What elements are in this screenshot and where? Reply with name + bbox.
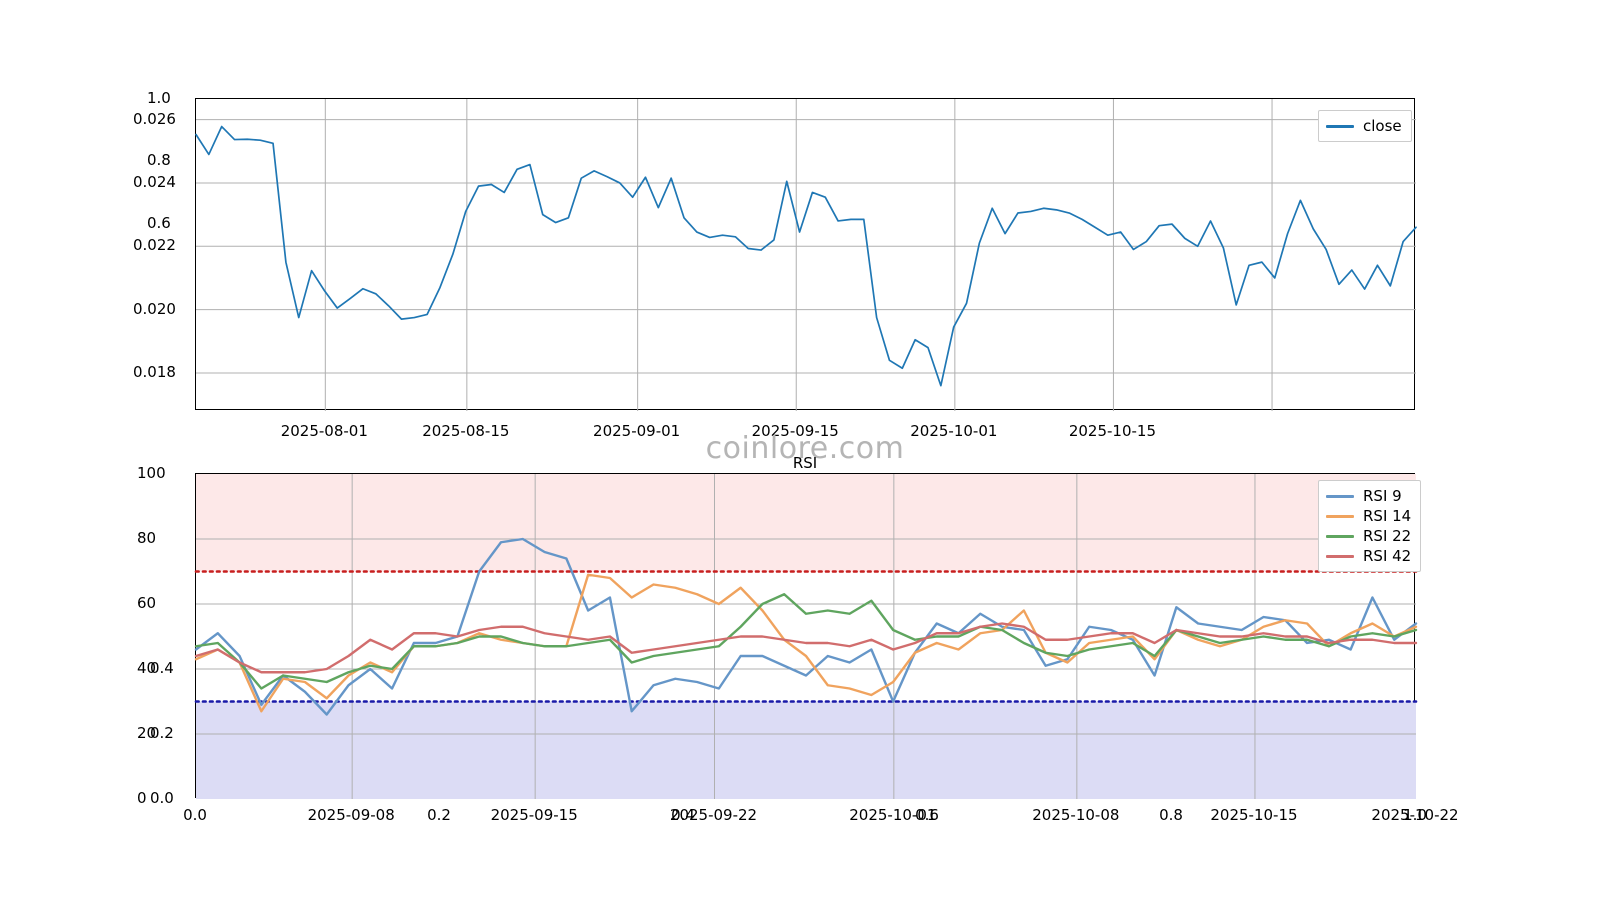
oversold-band xyxy=(196,701,1416,799)
rsi-legend[interactable]: RSI 9 RSI 14 RSI 22 RSI 42 xyxy=(1318,480,1422,572)
rsi-x-tick-2025-10-01: 2025-10-01 xyxy=(849,806,937,824)
legend-swatch-icon xyxy=(1326,124,1354,128)
price-x-tick-2025-10-01: 2025-10-01 xyxy=(910,422,998,440)
rsi-x-ghost-tick-0.0: 0.0 xyxy=(183,806,207,824)
rsi-x-ghost-tick-1.0: 1.0 xyxy=(1403,806,1427,824)
price-x-tick-2025-08-01: 2025-08-01 xyxy=(280,422,368,440)
rsi-x-tick-2025-10-22: 2025-10-22 xyxy=(1371,806,1459,824)
legend-swatch-icon xyxy=(1326,514,1354,518)
rsi-y-tick-100: 100 xyxy=(137,464,166,482)
series-RSI 14 xyxy=(194,573,1418,713)
price-y-tick-0.018: 0.018 xyxy=(133,362,176,381)
overbought-band xyxy=(196,474,1416,572)
rsi-plot-area xyxy=(194,474,1418,799)
rsi-y-tick-0: 0 xyxy=(137,789,147,807)
series-RSI 22 xyxy=(194,593,1418,690)
rsi-y-ghost-tick-0.2: 0.2 xyxy=(150,724,174,742)
price-y-ghost-tick-0.8: 0.8 xyxy=(147,151,171,170)
rsi-x-tick-2025-10-08: 2025-10-08 xyxy=(1032,806,1120,824)
rsi-y-ghost-tick-0: 0.0 xyxy=(150,789,174,807)
rsi-x-tick-2025-09-08: 2025-09-08 xyxy=(307,806,395,824)
price-x-tick-2025-09-01: 2025-09-01 xyxy=(593,422,681,440)
price-y-tick-0.024: 0.024 xyxy=(133,172,176,191)
rsi-x-tick-2025-10-15: 2025-10-15 xyxy=(1210,806,1298,824)
rsi-y-tick-60: 60 xyxy=(137,594,157,612)
price-x-tick-2025-10-15: 2025-10-15 xyxy=(1068,422,1157,440)
rsi-x-ghost-tick-0.8: 0.8 xyxy=(1159,806,1183,824)
watermark: coinlore.com xyxy=(705,431,905,466)
legend-swatch-icon xyxy=(1326,534,1354,538)
legend-label: RSI 22 xyxy=(1363,527,1412,545)
rsi-y-ghost-tick-0.4: 0.4 xyxy=(150,659,174,677)
rsi-y-tick-20: 20 xyxy=(137,724,157,742)
legend-swatch-icon xyxy=(1326,494,1354,498)
rsi-x-ghost-tick-0.4: 0.4 xyxy=(671,806,695,824)
rsi-x-ghost-tick-0.2: 0.2 xyxy=(427,806,451,824)
legend-label: RSI 42 xyxy=(1363,547,1412,565)
price-x-tick-2025-09-15: 2025-09-15 xyxy=(751,422,839,440)
legend-item-rsi-42[interactable]: RSI 42 xyxy=(1326,546,1411,566)
price-plot-area xyxy=(195,99,1417,411)
price-y-tick-0.022: 0.022 xyxy=(133,236,176,255)
price-y-tick-0.026: 0.026 xyxy=(133,109,176,128)
series-RSI 42 xyxy=(194,622,1418,674)
price-legend[interactable]: close xyxy=(1318,110,1412,142)
series-RSI 9 xyxy=(194,537,1418,716)
legend-item-rsi-14[interactable]: RSI 14 xyxy=(1326,506,1411,526)
legend-item-rsi-22[interactable]: RSI 22 xyxy=(1326,526,1411,546)
legend-swatch-icon xyxy=(1326,554,1354,558)
price-y-ghost-tick-0.6: 0.6 xyxy=(147,213,171,232)
rsi-x-tick-2025-09-22: 2025-09-22 xyxy=(669,806,758,824)
price-y-ghost-tick-1: 1.0 xyxy=(147,89,171,107)
legend-label: close xyxy=(1363,117,1402,135)
legend-item-rsi-9[interactable]: RSI 9 xyxy=(1326,486,1411,506)
rsi-chart-panel xyxy=(194,473,1418,799)
legend-label: RSI 14 xyxy=(1363,507,1412,525)
rsi-x-ghost-tick-0.6: 0.6 xyxy=(915,806,939,824)
legend-label: RSI 9 xyxy=(1363,487,1402,505)
rsi-x-tick-2025-09-15: 2025-09-15 xyxy=(490,806,578,824)
rsi-panel-title: RSI xyxy=(792,454,818,472)
price-x-tick-2025-08-15: 2025-08-15 xyxy=(422,422,510,440)
price-y-tick-0.020: 0.020 xyxy=(133,299,176,318)
rsi-y-tick-80: 80 xyxy=(137,529,157,547)
rsi-y-tick-40: 40 xyxy=(137,659,157,677)
legend-item-close[interactable]: close xyxy=(1326,116,1402,136)
price-chart-panel xyxy=(195,98,1417,411)
